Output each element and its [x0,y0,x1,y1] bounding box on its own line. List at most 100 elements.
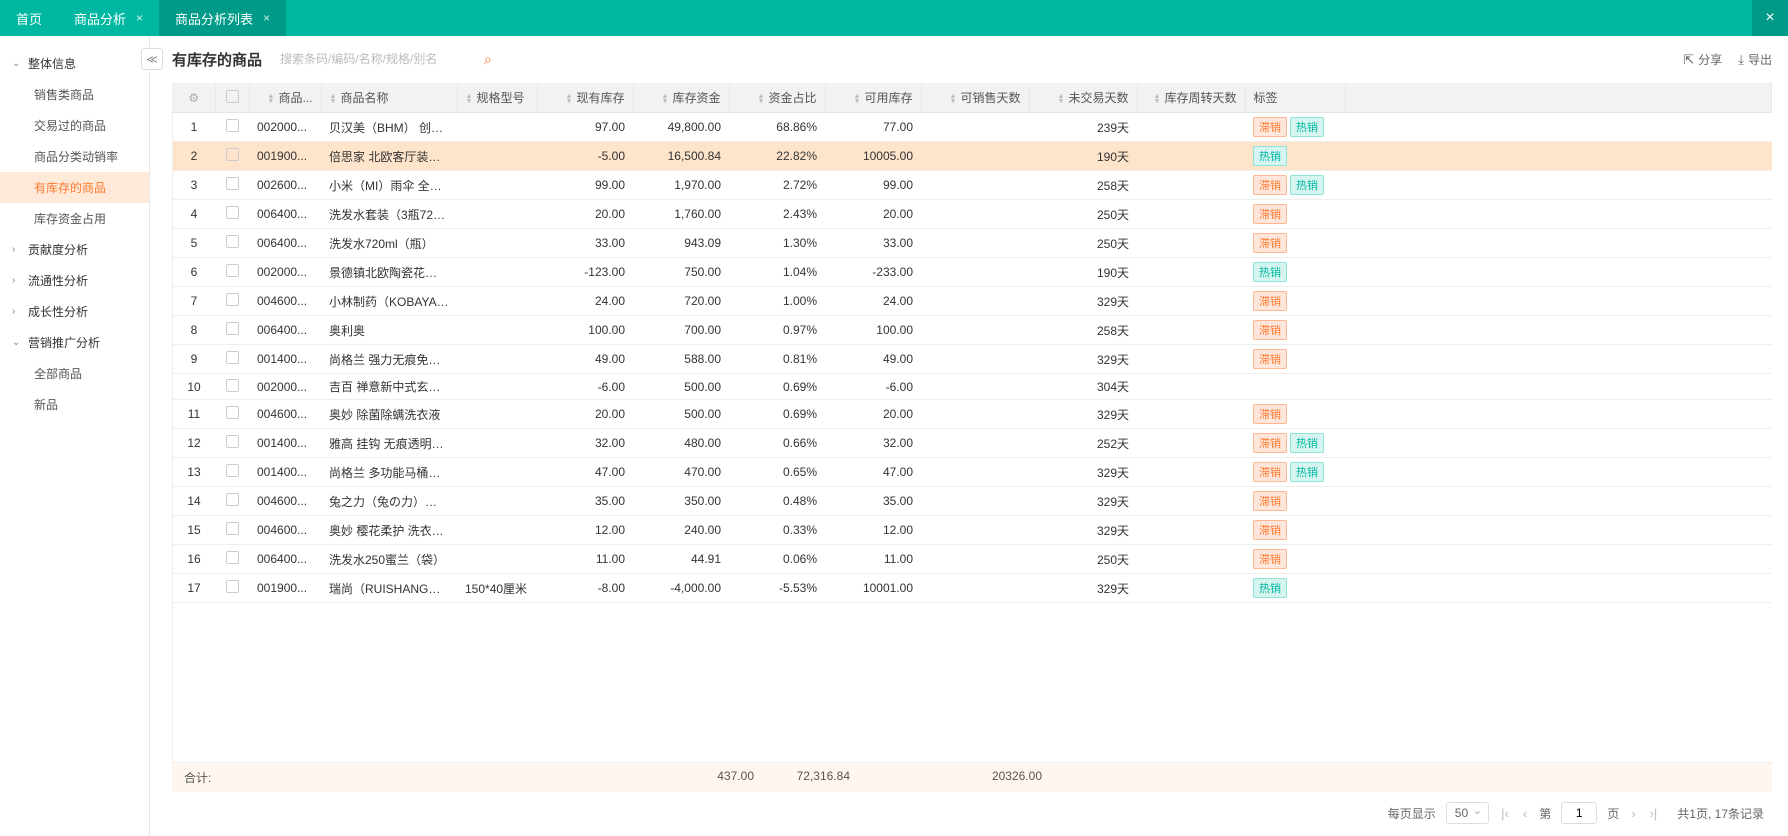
totals-row: 合计: 437.00 72,316.84 20326.00 [172,762,1772,792]
sidebar-collapse-button[interactable]: ≪ [141,48,163,70]
nav-group[interactable]: ›贡献度分析 [0,234,149,265]
cell-available: 10005.00 [825,142,921,171]
table-row[interactable]: 2001900...倍思家 北欧客厅装饰画卧室-5.0016,500.8422.… [173,142,1772,171]
row-checkbox[interactable] [226,322,239,335]
tab-close-icon[interactable]: × [136,11,143,25]
nav-item[interactable]: 交易过的商品 [0,110,149,141]
table-row[interactable]: 10002000...吉百 禅意新中式玄关摆件套-6.00500.000.69%… [173,374,1772,400]
table-row[interactable]: 3002600...小米（MI）雨伞 全自动折99.001,970.002.72… [173,171,1772,200]
table-row[interactable]: 12001400...雅高 挂钩 无痕透明粘钩 强32.00480.000.66… [173,429,1772,458]
table-row[interactable]: 5006400...洗发水720ml（瓶）33.00943.091.30%33.… [173,229,1772,258]
table-row[interactable]: 4006400...洗发水套装（3瓶720ml+120.001,760.002.… [173,200,1772,229]
nav-group[interactable]: ⌄营销推广分析 [0,327,149,358]
tab[interactable]: 商品分析× [58,0,159,36]
cell-code: 004600... [249,516,321,545]
nav-group[interactable]: ›成长性分析 [0,296,149,327]
table-row[interactable]: 15004600...奥妙 樱花柔护 洗衣凝珠 1012.00240.000.3… [173,516,1772,545]
row-checkbox[interactable] [226,148,239,161]
row-checkbox[interactable] [226,522,239,535]
cell-index: 12 [173,429,215,458]
page-first-button[interactable]: |‹ [1499,806,1511,821]
cell-stock: 49.00 [537,345,633,374]
cell-ratio: 0.33% [729,516,825,545]
cell-spec [457,316,537,345]
cell-spec [457,345,537,374]
nav-group[interactable]: ⌄整体信息 [0,48,149,79]
cell-index: 3 [173,171,215,200]
search-input[interactable] [278,48,478,71]
cell-no-trade-days: 329天 [1029,574,1137,603]
cell-name: 洗发水套装（3瓶720ml+1 [321,200,457,229]
column-ratio[interactable]: ▲▼资金占比 [729,83,825,113]
table-row[interactable]: 6002000...景德镇北欧陶瓷花瓶摆件 仿-123.00750.001.04… [173,258,1772,287]
table-row[interactable]: 1002000...贝汉美（BHM） 创意北欧97.0049,800.0068.… [173,113,1772,142]
close-all-tabs-button[interactable]: × [1752,0,1788,36]
column-stock[interactable]: ▲▼现有库存 [537,83,633,113]
table-row[interactable]: 8006400...奥利奥100.00700.000.97%100.00258天… [173,316,1772,345]
row-checkbox[interactable] [226,177,239,190]
column-capital[interactable]: ▲▼库存资金 [633,83,729,113]
nav-item[interactable]: 全部商品 [0,358,149,389]
column-settings[interactable]: ⚙ [173,83,215,113]
column-code[interactable]: ▲▼商品... [249,83,321,113]
tab[interactable]: 首页 [0,0,58,36]
tab[interactable]: 商品分析列表× [159,0,286,36]
share-button[interactable]: ⇱ 分享 [1683,51,1722,68]
cell-ratio: 0.97% [729,316,825,345]
cell-stock: 100.00 [537,316,633,345]
table-row[interactable]: 14004600...兔之力（兔の力）粘毛器粘35.00350.000.48%3… [173,487,1772,516]
row-checkbox[interactable] [226,493,239,506]
row-checkbox[interactable] [226,264,239,277]
cell-tags [1245,374,1345,400]
row-checkbox[interactable] [226,293,239,306]
nav-item[interactable]: 新品 [0,389,149,420]
column-checkbox[interactable] [215,83,249,113]
table-row[interactable]: 17001900...瑞尚（RUISHANG） 卧室装150*40厘米-8.00… [173,574,1772,603]
cell-tags: 热销 [1245,142,1345,171]
page-next-button[interactable]: › [1629,806,1637,821]
nav-group-label: 成长性分析 [28,303,88,320]
row-checkbox[interactable] [226,435,239,448]
row-checkbox[interactable] [226,379,239,392]
table-row[interactable]: 9001400...尚格兰 强力无痕免打孔浴室49.00588.000.81%4… [173,345,1772,374]
column-sale-days[interactable]: ▲▼可销售天数 [921,83,1029,113]
cell-ratio: 0.65% [729,458,825,487]
nav-group-label: 整体信息 [28,55,76,72]
nav-item[interactable]: 商品分类动销率 [0,141,149,172]
table-row[interactable]: 11004600...奥妙 除菌除螨洗衣液20.00500.000.69%20.… [173,400,1772,429]
cell-capital: 588.00 [633,345,729,374]
column-turnover-days[interactable]: ▲▼库存周转天数 [1137,83,1245,113]
page-last-button[interactable]: ›| [1648,806,1660,821]
nav-item[interactable]: 库存资金占用 [0,203,149,234]
row-checkbox[interactable] [226,551,239,564]
tab-close-icon[interactable]: × [263,11,270,25]
column-spec[interactable]: ▲▼规格型号 [457,83,537,113]
column-no-trade-days[interactable]: ▲▼未交易天数 [1029,83,1137,113]
row-checkbox[interactable] [226,235,239,248]
row-checkbox[interactable] [226,464,239,477]
table-row[interactable]: 13001400...尚格兰 多功能马桶刷套装 马47.00470.000.65… [173,458,1772,487]
page-size-select[interactable]: 50 [1446,802,1489,824]
table-row[interactable]: 7004600...小林制药（KOBAYASHI）日24.00720.001.0… [173,287,1772,316]
export-button[interactable]: ⤓ 导出 [1738,51,1772,68]
row-checkbox[interactable] [226,206,239,219]
table-row[interactable]: 16006400...洗发水250蜜兰（袋）11.0044.910.06%11.… [173,545,1772,574]
nav-item[interactable]: 有库存的商品 [0,172,149,203]
tag: 滞销 [1253,320,1287,340]
page-input[interactable] [1561,802,1597,824]
select-all-checkbox[interactable] [226,90,239,103]
row-checkbox[interactable] [226,351,239,364]
search-icon[interactable]: ⌕ [484,51,492,68]
cell-spacer [1345,400,1772,429]
table-wrapper: ⚙ ▲▼商品... ▲▼商品名称 ▲▼规格型号 ▲▼现有库存 ▲▼库存资金 ▲▼… [172,83,1772,762]
column-available[interactable]: ▲▼可用库存 [825,83,921,113]
row-checkbox[interactable] [226,406,239,419]
column-tags[interactable]: 标签 [1245,83,1345,113]
nav-group[interactable]: ›流通性分析 [0,265,149,296]
nav-item[interactable]: 销售类商品 [0,79,149,110]
row-checkbox[interactable] [226,580,239,593]
column-name[interactable]: ▲▼商品名称 [321,83,457,113]
page-prev-button[interactable]: ‹ [1521,806,1529,821]
row-checkbox[interactable] [226,119,239,132]
cell-name: 景德镇北欧陶瓷花瓶摆件 仿 [321,258,457,287]
